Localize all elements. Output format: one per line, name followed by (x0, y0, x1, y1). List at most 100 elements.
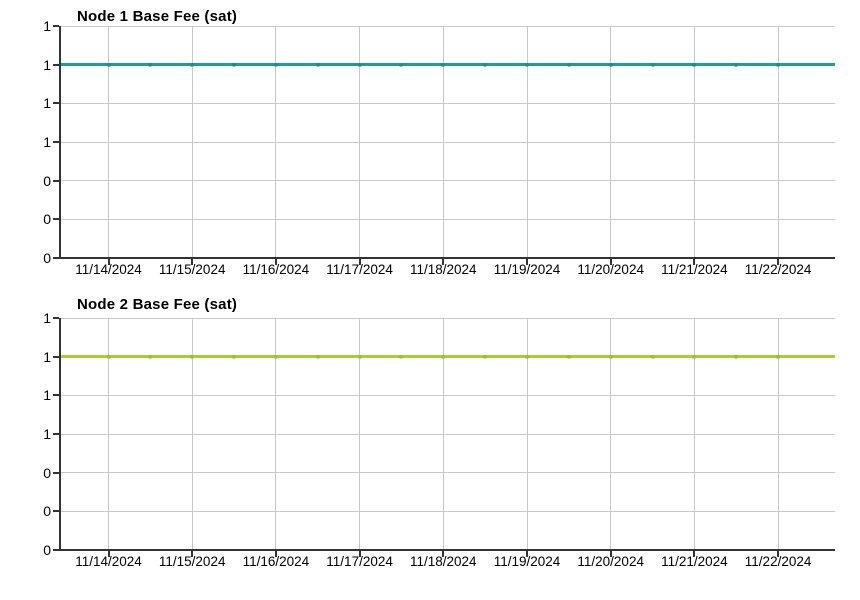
y-axis (59, 26, 61, 259)
gridline-horizontal (61, 25, 835, 27)
y-axis-tick (53, 257, 59, 259)
gridline-horizontal (61, 394, 835, 396)
y-axis (59, 318, 61, 551)
y-axis-tick-label: 1 (43, 310, 51, 326)
x-axis-tick-label: 11/21/2024 (661, 262, 728, 277)
series-point-marker (441, 354, 446, 359)
x-axis-tick (777, 551, 780, 557)
chart-title: Node 1 Base Fee (sat) (77, 8, 238, 25)
series-point-marker (608, 354, 613, 359)
x-axis-tick-label: 11/19/2024 (493, 554, 561, 569)
gridline-vertical (526, 318, 528, 550)
series-point-marker (190, 62, 195, 67)
series-line (61, 355, 835, 359)
x-axis-tick-label: 11/14/2024 (75, 262, 142, 277)
series-point-marker (525, 62, 529, 67)
x-axis-tick-label: 11/15/2024 (158, 262, 226, 277)
x-axis-tick (526, 259, 528, 265)
x-axis-tick (358, 259, 361, 265)
y-axis-tick (53, 141, 59, 143)
x-axis-tick (609, 551, 612, 557)
series-point-marker (441, 62, 446, 67)
x-axis-tick (191, 259, 194, 265)
series-point-marker (190, 354, 195, 359)
gridline-vertical (191, 26, 193, 258)
x-axis-tick (442, 551, 445, 557)
series-point-marker (650, 62, 655, 67)
series-point-marker (315, 354, 320, 359)
gridline-horizontal (61, 433, 835, 435)
series-point-marker (692, 354, 697, 359)
gridline-vertical (526, 26, 528, 258)
series-point-marker (608, 62, 613, 67)
series-point-marker (148, 354, 153, 359)
gridline-horizontal (61, 218, 835, 220)
x-axis-tick (777, 259, 780, 265)
gridline-horizontal (61, 317, 835, 319)
x-axis-tick (358, 551, 361, 557)
y-axis-tick-label: 1 (43, 95, 51, 112)
y-axis-tick (53, 355, 59, 358)
x-axis-tick-label: 11/18/2024 (410, 262, 477, 277)
series-point-marker (650, 354, 655, 359)
gridline-vertical (359, 318, 361, 550)
x-axis-tick (609, 259, 612, 265)
gridline-vertical (777, 318, 779, 550)
series-point-marker (106, 354, 111, 359)
x-axis-tick (107, 551, 110, 557)
gridline-vertical (108, 26, 109, 258)
y-axis-tick-label: 0 (43, 503, 51, 520)
gridline-vertical (610, 318, 612, 550)
x-axis-tick-label: 11/20/2024 (577, 554, 644, 569)
y-axis-tick (53, 549, 59, 551)
series-point-marker (357, 62, 362, 67)
x-axis-tick-label: 11/21/2024 (661, 554, 728, 569)
chart-node2-base-fee: Node 2 Base Fee (sat) 1 1 1 1 0 0 0 11/14/2024 11… (0, 290, 860, 600)
y-axis-tick-label: 0 (43, 211, 51, 228)
x-axis-tick (693, 551, 696, 557)
x-axis-tick-label: 11/15/2024 (158, 554, 226, 569)
y-axis-tick-label: 1 (43, 387, 51, 404)
x-axis-tick-label: 11/14/2024 (75, 554, 142, 569)
gridline-vertical (693, 26, 695, 258)
gridline-horizontal (61, 180, 835, 182)
series-line (61, 63, 835, 67)
x-axis (59, 549, 835, 551)
y-axis-tick-label: 0 (43, 542, 51, 558)
x-axis-tick (442, 259, 445, 265)
y-axis-tick (53, 102, 59, 105)
gridline-vertical (442, 318, 444, 550)
series-point-marker (357, 354, 362, 359)
y-axis-tick-label: 0 (43, 464, 51, 481)
y-axis-tick (53, 179, 59, 182)
series-point-marker (483, 62, 488, 67)
series-point-marker (734, 62, 739, 67)
plot-area: 1 1 1 1 0 0 0 11/14/2024 11/15/2024 11/16/2024 11/… (43, 18, 835, 277)
x-axis (59, 257, 835, 259)
y-axis-tick (53, 510, 59, 513)
y-axis-tick (53, 25, 59, 27)
y-axis-tick-label: 1 (43, 18, 51, 34)
series-point-marker (776, 354, 781, 359)
gridline-horizontal (61, 510, 835, 512)
x-axis-tick (526, 551, 528, 557)
x-axis-tick-label: 11/16/2024 (242, 554, 310, 569)
series-point-marker (692, 62, 697, 67)
gridline-horizontal (61, 141, 835, 143)
series-point-marker (566, 62, 571, 67)
gridline-horizontal (61, 102, 835, 104)
y-axis-tick-label: 0 (43, 250, 51, 266)
series-point-marker (273, 354, 278, 359)
y-axis-tick-label: 0 (43, 172, 51, 189)
gridline-vertical (275, 26, 277, 258)
series-point-marker (734, 354, 739, 359)
series-point-marker (399, 62, 404, 67)
series-point-marker (525, 354, 529, 359)
y-axis-tick-label: 1 (43, 426, 51, 442)
y-axis-tick (53, 433, 59, 435)
series-point-marker (566, 354, 571, 359)
x-axis-tick-label: 11/20/2024 (577, 262, 644, 277)
x-axis-tick (274, 551, 277, 557)
chart-node1-base-fee: Node 1 Base Fee (sat) 1 1 1 1 0 0 0 11/14/2024 11… (0, 0, 860, 290)
x-axis-tick-label: 11/22/2024 (744, 554, 812, 569)
